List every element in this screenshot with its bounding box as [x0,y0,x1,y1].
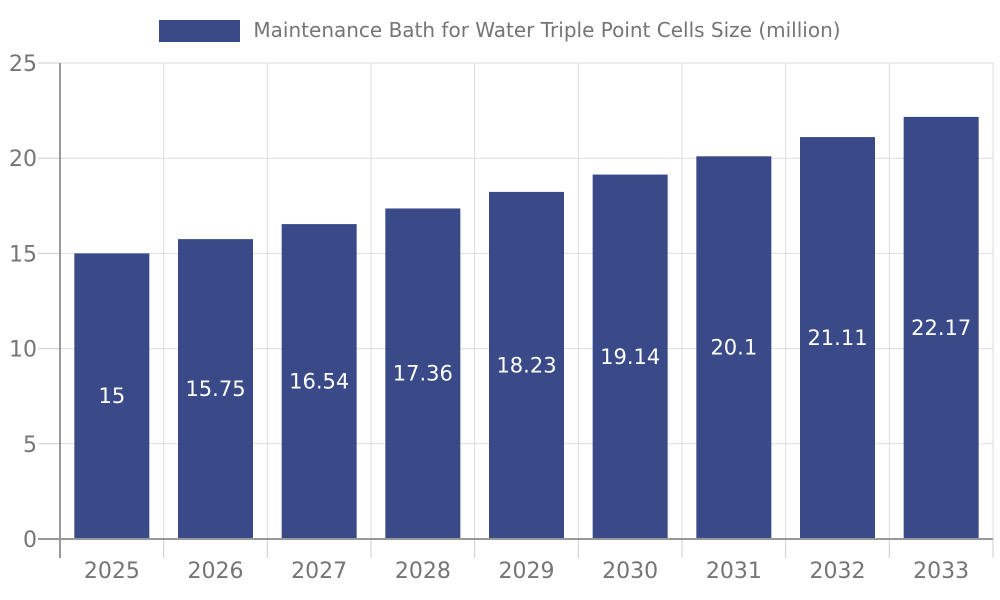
x-tick-label: 2025 [84,559,140,584]
bar-value-label: 20.1 [710,336,757,360]
y-tick-label: 20 [9,147,37,172]
bar-2028[interactable] [385,208,461,539]
x-tick-label: 2029 [499,559,555,584]
bar-2029[interactable] [489,191,564,539]
x-tick-label: 2032 [810,559,866,584]
legend-swatch[interactable] [159,19,241,42]
y-tick-label: 5 [23,433,37,458]
bar-2032[interactable] [800,137,875,539]
bar-2026[interactable] [178,239,253,539]
bar-value-label: 15.75 [185,377,245,401]
x-tick-label: 2028 [395,559,451,584]
y-tick-label: 15 [9,242,37,267]
bar-2033[interactable] [903,116,979,539]
y-tick-label: 10 [9,338,37,363]
legend-label: Maintenance Bath for Water Triple Point … [253,18,841,42]
bar-value-label: 19.14 [600,345,660,369]
bar-value-label: 15 [98,384,125,408]
bar-2030[interactable] [592,174,668,539]
bar-2031[interactable] [696,156,772,539]
legend[interactable]: Maintenance Bath for Water Triple Point … [0,19,1000,42]
bar-value-label: 17.36 [393,362,453,386]
bar-2027[interactable] [281,224,357,539]
y-tick-label: 25 [9,52,37,77]
x-tick-label: 2026 [188,559,244,584]
bar-value-label: 22.17 [911,316,971,340]
bar-value-label: 18.23 [496,353,556,377]
y-tick-label: 0 [23,528,37,553]
x-tick-label: 2033 [913,559,969,584]
bar-value-label: 21.11 [807,326,867,350]
bar-2025[interactable] [74,253,150,539]
bar-value-label: 16.54 [289,370,349,394]
x-tick-label: 2027 [291,559,347,584]
x-tick-label: 2030 [602,559,658,584]
x-tick-label: 2031 [706,559,762,584]
